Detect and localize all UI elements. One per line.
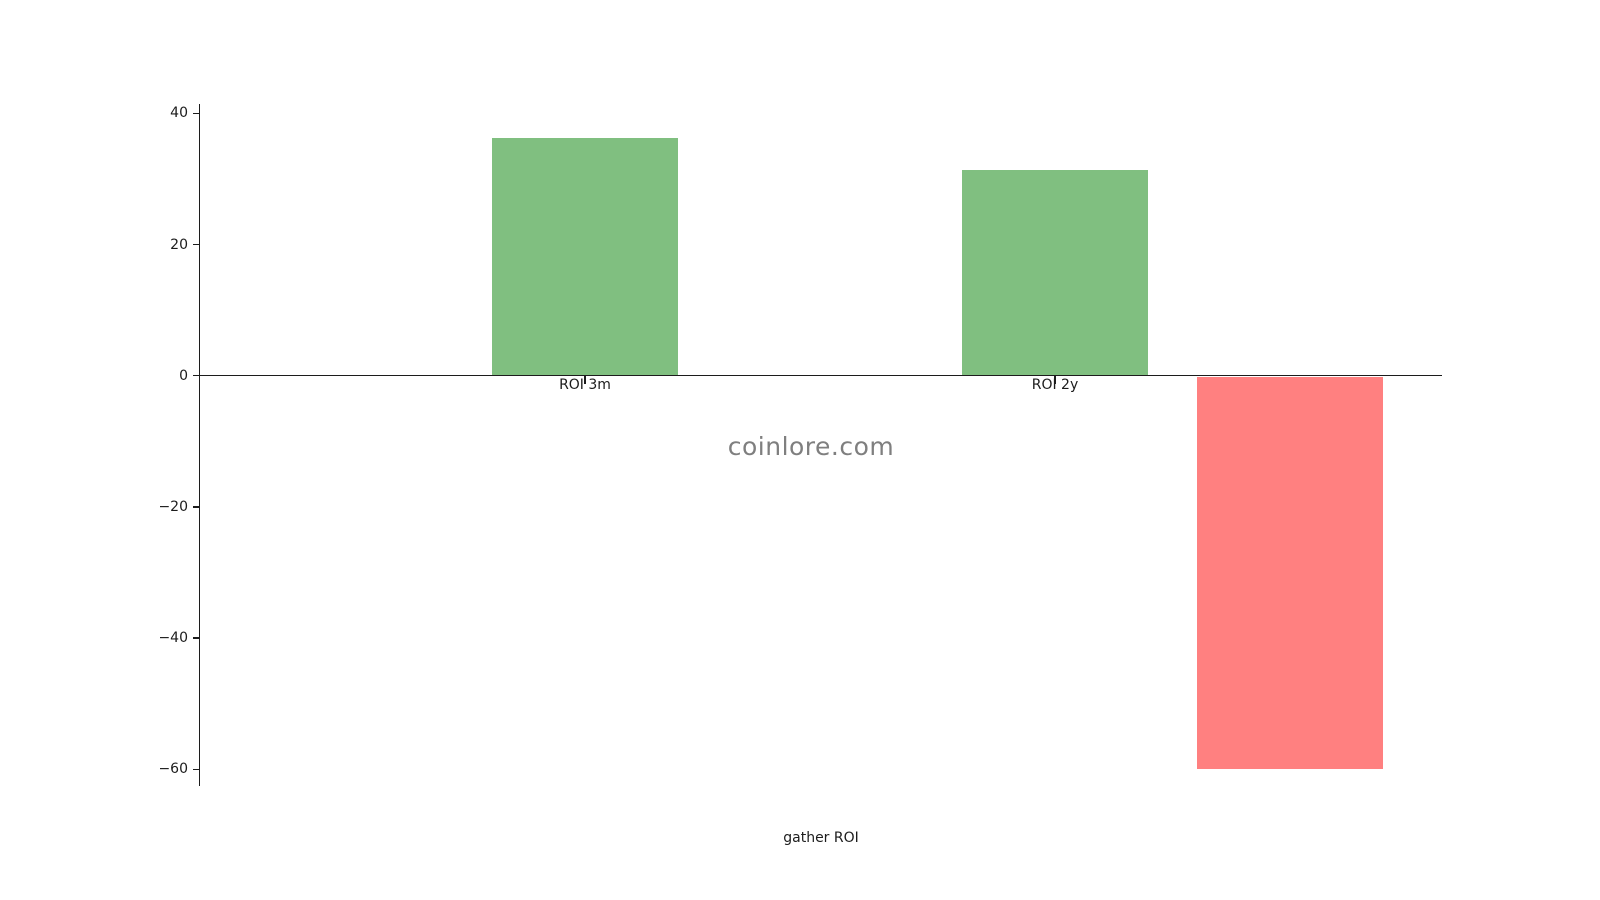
y-tick-mark	[192, 112, 200, 114]
y-tick-label: −40	[158, 630, 188, 647]
y-tick-label: −60	[158, 761, 188, 778]
y-axis-line	[199, 104, 201, 786]
x-axis-title: gather ROI	[783, 830, 859, 846]
bar-roi-3m[interactable]	[492, 137, 678, 376]
y-tick-label: −20	[158, 498, 188, 515]
y-tick-mark	[192, 768, 200, 770]
x-axis-zero-line	[199, 375, 1442, 377]
y-tick-label: 20	[170, 236, 188, 253]
y-tick-mark	[192, 375, 200, 377]
x-tick-mark	[584, 375, 586, 384]
y-tick-mark	[192, 243, 200, 246]
x-tick-mark	[1054, 375, 1056, 384]
x-tick-label: ROI 3m	[559, 377, 611, 393]
y-tick-label: 0	[179, 367, 188, 384]
y-tick-mark	[192, 637, 200, 639]
y-tick-label: 40	[170, 105, 188, 122]
watermark-text: coinlore.com	[727, 432, 895, 461]
y-tick-mark	[192, 506, 200, 508]
bar-unlabeled-2[interactable]	[1197, 377, 1383, 770]
bar-roi-2y[interactable]	[962, 169, 1148, 376]
x-tick-label: ROI 2y	[1031, 377, 1079, 393]
